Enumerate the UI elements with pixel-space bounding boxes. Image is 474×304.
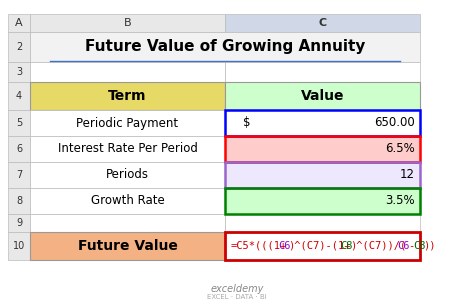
- Text: Future Value of Growing Annuity: Future Value of Growing Annuity: [85, 40, 365, 54]
- Text: Value: Value: [301, 89, 344, 103]
- Bar: [225, 162, 420, 188]
- Text: exceldemy: exceldemy: [210, 284, 264, 294]
- Bar: [8, 110, 30, 136]
- Text: 10: 10: [13, 241, 25, 251]
- Text: C: C: [319, 18, 327, 28]
- Text: 3.5%: 3.5%: [385, 195, 415, 208]
- Text: C6: C6: [397, 241, 410, 251]
- Bar: [8, 232, 30, 260]
- Bar: [225, 14, 420, 32]
- Text: =C5*(((1+: =C5*(((1+: [231, 241, 287, 251]
- Bar: [225, 232, 420, 260]
- Bar: [8, 82, 30, 110]
- Text: 12: 12: [400, 168, 415, 181]
- Bar: [225, 136, 420, 162]
- Text: C6: C6: [278, 241, 290, 251]
- Bar: [225, 110, 420, 136]
- Text: 7: 7: [16, 170, 22, 180]
- Text: )): )): [423, 241, 436, 251]
- Bar: [30, 32, 420, 62]
- Text: 650.00: 650.00: [374, 116, 415, 130]
- Bar: [225, 214, 420, 232]
- Text: 6.5%: 6.5%: [385, 143, 415, 156]
- Bar: [8, 162, 30, 188]
- Bar: [8, 14, 30, 32]
- Bar: [30, 82, 225, 110]
- Text: EXCEL · DATA · BI: EXCEL · DATA · BI: [207, 294, 267, 300]
- Bar: [225, 232, 420, 260]
- Text: Future Value: Future Value: [78, 239, 177, 253]
- Bar: [30, 110, 225, 136]
- Text: Term: Term: [108, 89, 147, 103]
- Bar: [8, 62, 30, 82]
- Text: 6: 6: [16, 144, 22, 154]
- Text: Growth Rate: Growth Rate: [91, 195, 164, 208]
- Bar: [30, 136, 225, 162]
- Text: C8: C8: [340, 241, 353, 251]
- Bar: [225, 162, 420, 188]
- Text: )^(C7)-(1+: )^(C7)-(1+: [288, 241, 351, 251]
- Text: -: -: [408, 241, 414, 251]
- Bar: [30, 62, 225, 82]
- Bar: [225, 136, 420, 162]
- Bar: [8, 214, 30, 232]
- Text: 3: 3: [16, 67, 22, 77]
- Text: 9: 9: [16, 218, 22, 228]
- Bar: [30, 14, 225, 32]
- Text: )^(C7))/(: )^(C7))/(: [351, 241, 407, 251]
- Text: Interest Rate Per Period: Interest Rate Per Period: [57, 143, 198, 156]
- Text: C8: C8: [413, 241, 426, 251]
- Bar: [225, 188, 420, 214]
- Text: 2: 2: [16, 42, 22, 52]
- Bar: [225, 62, 420, 82]
- Bar: [225, 82, 420, 110]
- Text: B: B: [124, 18, 131, 28]
- Bar: [30, 162, 225, 188]
- Text: Periodic Payment: Periodic Payment: [76, 116, 179, 130]
- Bar: [30, 214, 225, 232]
- Text: 8: 8: [16, 196, 22, 206]
- Bar: [8, 188, 30, 214]
- Bar: [8, 32, 30, 62]
- Text: 4: 4: [16, 91, 22, 101]
- Bar: [30, 232, 225, 260]
- Bar: [225, 110, 420, 136]
- Text: Periods: Periods: [106, 168, 149, 181]
- Text: $: $: [243, 116, 250, 130]
- Bar: [225, 188, 420, 214]
- Text: A: A: [15, 18, 23, 28]
- Bar: [8, 136, 30, 162]
- Text: 5: 5: [16, 118, 22, 128]
- Bar: [30, 188, 225, 214]
